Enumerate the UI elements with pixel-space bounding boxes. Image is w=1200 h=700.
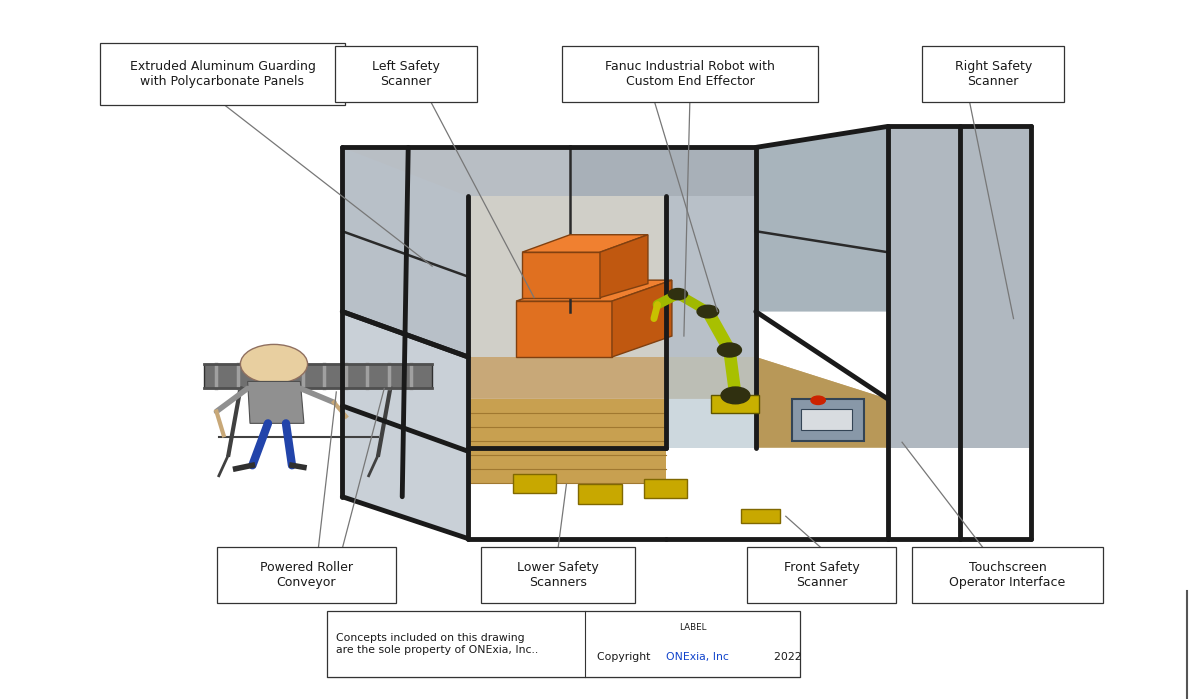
- Circle shape: [668, 288, 688, 300]
- Text: 2022: 2022: [767, 652, 802, 662]
- FancyBboxPatch shape: [335, 46, 478, 102]
- Polygon shape: [247, 382, 304, 423]
- Polygon shape: [756, 357, 888, 448]
- Polygon shape: [342, 148, 468, 357]
- Circle shape: [697, 305, 719, 318]
- Circle shape: [240, 344, 307, 384]
- Bar: [712, 395, 760, 413]
- Polygon shape: [792, 399, 864, 441]
- Polygon shape: [570, 148, 756, 312]
- Text: Front Safety
Scanner: Front Safety Scanner: [784, 561, 859, 589]
- FancyBboxPatch shape: [481, 547, 635, 603]
- Text: Extruded Aluminum Guarding
with Polycarbonate Panels: Extruded Aluminum Guarding with Polycarb…: [130, 60, 316, 88]
- Text: Powered Roller
Conveyor: Powered Roller Conveyor: [260, 561, 353, 589]
- Text: Left Safety
Scanner: Left Safety Scanner: [372, 60, 439, 88]
- Polygon shape: [468, 357, 888, 399]
- Polygon shape: [342, 148, 570, 312]
- FancyBboxPatch shape: [912, 547, 1103, 603]
- Text: Concepts included on this drawing
are the sole property of ONExia, Inc..: Concepts included on this drawing are th…: [336, 633, 539, 655]
- Polygon shape: [516, 301, 612, 357]
- Polygon shape: [802, 410, 852, 430]
- Polygon shape: [468, 399, 666, 483]
- FancyBboxPatch shape: [100, 43, 344, 105]
- Polygon shape: [204, 364, 432, 388]
- Polygon shape: [468, 196, 666, 357]
- Polygon shape: [644, 479, 688, 498]
- Circle shape: [721, 387, 750, 404]
- Polygon shape: [522, 234, 648, 252]
- Polygon shape: [756, 127, 888, 312]
- Polygon shape: [342, 312, 468, 538]
- Polygon shape: [578, 484, 622, 504]
- Text: Lower Safety
Scanners: Lower Safety Scanners: [517, 561, 599, 589]
- Polygon shape: [516, 280, 672, 301]
- FancyBboxPatch shape: [562, 46, 818, 102]
- Text: LABEL: LABEL: [679, 623, 707, 632]
- Text: Copyright: Copyright: [596, 652, 654, 662]
- Polygon shape: [600, 234, 648, 298]
- Polygon shape: [666, 196, 756, 357]
- FancyBboxPatch shape: [748, 547, 896, 603]
- Polygon shape: [742, 510, 780, 524]
- FancyBboxPatch shape: [217, 547, 396, 603]
- Text: ONExia, Inc: ONExia, Inc: [666, 652, 730, 662]
- Text: Fanuc Industrial Robot with
Custom End Effector: Fanuc Industrial Robot with Custom End E…: [605, 60, 775, 88]
- Circle shape: [718, 343, 742, 357]
- Polygon shape: [512, 474, 556, 494]
- Polygon shape: [522, 252, 600, 298]
- Polygon shape: [666, 357, 756, 448]
- Polygon shape: [888, 127, 1032, 448]
- FancyBboxPatch shape: [922, 46, 1064, 102]
- Bar: [326, 610, 800, 677]
- Text: Right Safety
Scanner: Right Safety Scanner: [954, 60, 1032, 88]
- Circle shape: [811, 396, 826, 405]
- Polygon shape: [612, 280, 672, 357]
- Text: Touchscreen
Operator Interface: Touchscreen Operator Interface: [949, 561, 1066, 589]
